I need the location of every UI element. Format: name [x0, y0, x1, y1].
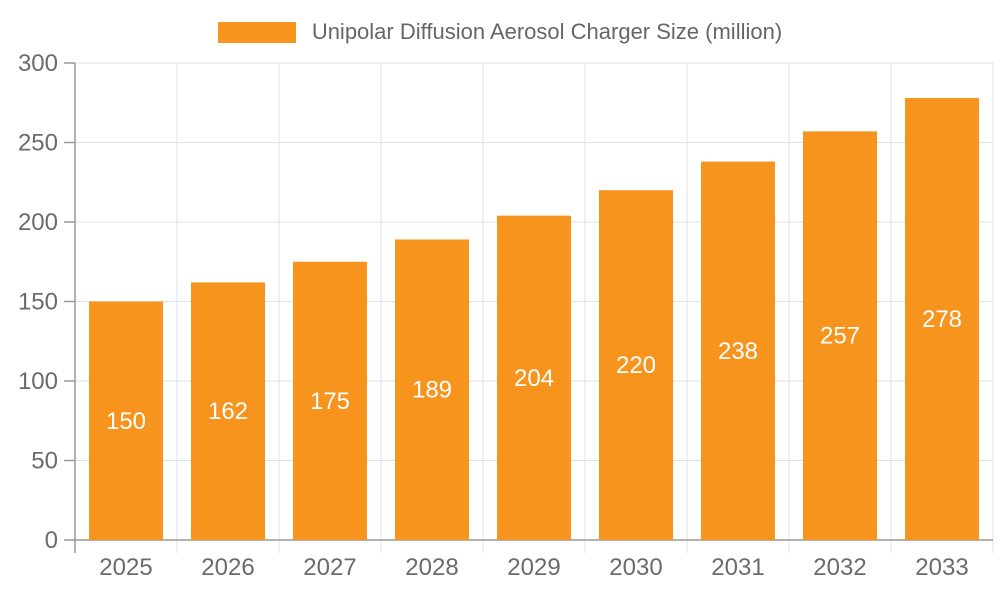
legend: Unipolar Diffusion Aerosol Charger Size … — [0, 19, 1000, 45]
bar-2033[interactable] — [905, 97, 979, 540]
bar-value-label: 189 — [412, 377, 452, 404]
legend-label: Unipolar Diffusion Aerosol Charger Size … — [311, 19, 783, 44]
x-tick-label: 2027 — [303, 554, 356, 581]
bar-2031[interactable] — [701, 161, 775, 540]
bar-2027[interactable] — [293, 261, 367, 540]
bar-2028[interactable] — [395, 239, 469, 541]
x-tick-label: 2028 — [405, 554, 458, 581]
bar-value-label: 150 — [106, 408, 146, 435]
bar-2025[interactable] — [89, 301, 163, 541]
y-tick-label: 100 — [18, 368, 58, 395]
legend-item[interactable]: Unipolar Diffusion Aerosol Charger Size … — [217, 19, 783, 45]
bar-value-label: 278 — [922, 306, 962, 333]
bar-2029[interactable] — [497, 215, 571, 540]
bar-value-label: 220 — [616, 352, 656, 379]
x-tick-label: 2031 — [711, 554, 764, 581]
bar-2030[interactable] — [599, 190, 673, 540]
bar-value-label: 175 — [310, 388, 350, 415]
bar-2032[interactable] — [803, 131, 877, 540]
y-tick-label: 200 — [18, 209, 58, 236]
bar-value-label: 162 — [208, 398, 248, 425]
bar-value-label: 238 — [718, 338, 758, 365]
x-tick-label: 2025 — [99, 554, 152, 581]
legend-swatch-icon — [217, 21, 296, 43]
x-tick-label: 2030 — [609, 554, 662, 581]
y-tick-label: 300 — [18, 50, 58, 77]
y-tick-label: 250 — [18, 130, 58, 157]
x-tick-label: 2033 — [915, 554, 968, 581]
y-tick-label: 150 — [18, 289, 58, 316]
y-tick-label: 0 — [45, 527, 58, 554]
x-tick-label: 2029 — [507, 554, 560, 581]
x-tick-label: 2026 — [201, 554, 254, 581]
y-tick-label: 50 — [31, 448, 58, 475]
bar-value-label: 257 — [820, 323, 860, 350]
bar-value-label: 204 — [514, 365, 554, 392]
x-tick-label: 2032 — [813, 554, 866, 581]
bar-2026[interactable] — [191, 282, 265, 540]
